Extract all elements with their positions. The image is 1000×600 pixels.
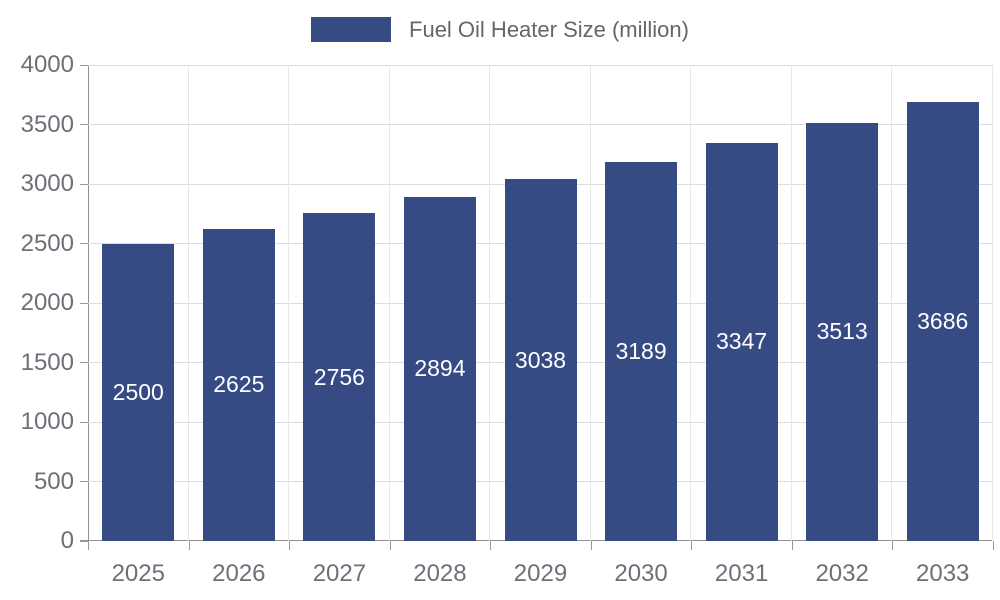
bar-value-label: 3189 <box>615 337 667 364</box>
x-axis-label: 2033 <box>916 560 970 587</box>
y-axis-label: 3500 <box>20 110 74 138</box>
x-axis-tick <box>590 541 592 550</box>
y-axis-label: 1500 <box>20 348 74 376</box>
x-axis-tick <box>993 541 994 550</box>
gridline-vertical <box>187 65 189 541</box>
bar-value-label: 2625 <box>213 371 265 398</box>
x-axis-tick <box>389 541 391 550</box>
y-axis-tick <box>80 243 88 244</box>
x-axis-tick <box>791 541 793 550</box>
x-axis-tick <box>892 541 894 550</box>
x-axis-label: 2031 <box>714 560 769 587</box>
y-axis-label: 0 <box>60 527 74 554</box>
y-axis-label: 2000 <box>20 289 74 316</box>
bar: 2894 <box>403 196 476 541</box>
gridline-vertical <box>891 65 893 541</box>
x-axis-label: 2026 <box>212 560 266 587</box>
y-axis-label: 3000 <box>20 170 74 197</box>
bar: 3513 <box>806 122 879 541</box>
y-axis-tick <box>80 64 88 66</box>
gridline-vertical <box>992 65 993 541</box>
y-axis-tick <box>80 421 88 423</box>
y-axis-tick <box>80 540 88 542</box>
bar-value-label: 3347 <box>716 328 768 355</box>
y-axis-tick <box>80 183 88 185</box>
gridline-horizontal <box>88 124 993 125</box>
gridline-horizontal <box>88 64 993 66</box>
bar-value-label: 3513 <box>816 318 868 345</box>
y-axis-tick <box>80 481 88 482</box>
x-axis-tick <box>691 541 693 550</box>
y-axis-tick <box>80 362 88 363</box>
bar: 2756 <box>303 213 376 541</box>
bar-value-label: 2756 <box>313 363 365 390</box>
y-axis-label: 4000 <box>20 51 74 78</box>
x-axis-label: 2025 <box>111 560 165 587</box>
x-axis-tick <box>490 541 492 550</box>
y-axis-tick <box>80 302 88 304</box>
x-axis-label: 2030 <box>614 560 668 587</box>
gridline-vertical <box>690 65 692 541</box>
y-axis-label: 1000 <box>20 408 74 435</box>
bar-value-label: 3038 <box>514 346 567 373</box>
gridline-vertical <box>589 65 591 541</box>
bar-value-label: 3686 <box>917 308 969 335</box>
legend-swatch <box>311 17 392 42</box>
x-axis-tick <box>88 541 89 550</box>
bar: 3189 <box>605 161 678 541</box>
x-axis-tick <box>289 541 291 550</box>
legend-label: Fuel Oil Heater Size (million) <box>409 17 689 42</box>
y-axis-label: 500 <box>33 467 74 495</box>
x-axis-label: 2032 <box>815 560 869 587</box>
bar-value-label: 2500 <box>112 378 164 405</box>
plot-area: 2500 2625 2756 2894 3038 3189 3347 3513 3686 <box>80 64 993 541</box>
gridline-vertical <box>288 65 290 541</box>
bar: 2625 <box>202 228 275 541</box>
gridline-vertical <box>489 65 491 541</box>
bar: 3038 <box>504 179 577 541</box>
y-axis-tick <box>80 124 88 125</box>
bar: 3347 <box>705 142 778 541</box>
x-axis-label: 2029 <box>513 560 568 587</box>
gridline-vertical <box>388 65 390 541</box>
bar-value-label: 2894 <box>414 355 466 382</box>
bar: 2500 <box>102 243 175 541</box>
bar: 3686 <box>906 102 979 541</box>
y-axis-label: 2500 <box>20 229 74 257</box>
gridline-vertical <box>790 65 792 541</box>
chart-legend[interactable]: Fuel Oil Heater Size (million) <box>0 17 1000 42</box>
x-axis-label: 2027 <box>312 560 367 587</box>
x-axis-label: 2028 <box>413 560 467 587</box>
x-axis-tick <box>188 541 190 550</box>
